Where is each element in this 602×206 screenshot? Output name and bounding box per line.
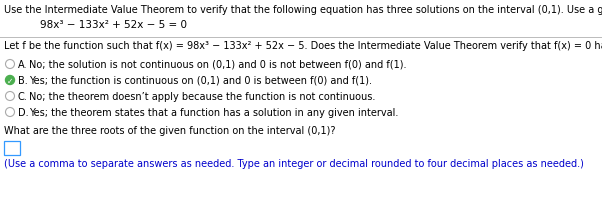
Circle shape bbox=[5, 76, 14, 85]
Text: Yes; the function is continuous on (0,1) and 0 is between f(0) and f(1).: Yes; the function is continuous on (0,1)… bbox=[29, 76, 372, 85]
Text: (Use a comma to separate answers as needed. Type an integer or decimal rounded t: (Use a comma to separate answers as need… bbox=[4, 158, 584, 168]
Text: D.: D. bbox=[18, 108, 29, 117]
Text: A.: A. bbox=[18, 60, 28, 70]
Text: No; the theorem doesn’t apply because the function is not continuous.: No; the theorem doesn’t apply because th… bbox=[29, 91, 376, 102]
Text: C.: C. bbox=[18, 91, 28, 102]
Text: B.: B. bbox=[18, 76, 28, 85]
Text: What are the three roots of the given function on the interval (0,1)?: What are the three roots of the given fu… bbox=[4, 125, 335, 135]
Text: Yes; the theorem states that a function has a solution in any given interval.: Yes; the theorem states that a function … bbox=[29, 108, 399, 117]
Text: 98x³ − 133x² + 52x − 5 = 0: 98x³ − 133x² + 52x − 5 = 0 bbox=[40, 20, 187, 30]
Text: Let f be the function such that f(x) = 98x³ − 133x² + 52x − 5. Does the Intermed: Let f be the function such that f(x) = 9… bbox=[4, 41, 602, 51]
Text: Use the Intermediate Value Theorem to verify that the following equation has thr: Use the Intermediate Value Theorem to ve… bbox=[4, 5, 602, 15]
FancyBboxPatch shape bbox=[4, 141, 20, 155]
Text: ✓: ✓ bbox=[7, 76, 13, 85]
Text: No; the solution is not continuous on (0,1) and 0 is not between f(0) and f(1).: No; the solution is not continuous on (0… bbox=[29, 60, 406, 70]
